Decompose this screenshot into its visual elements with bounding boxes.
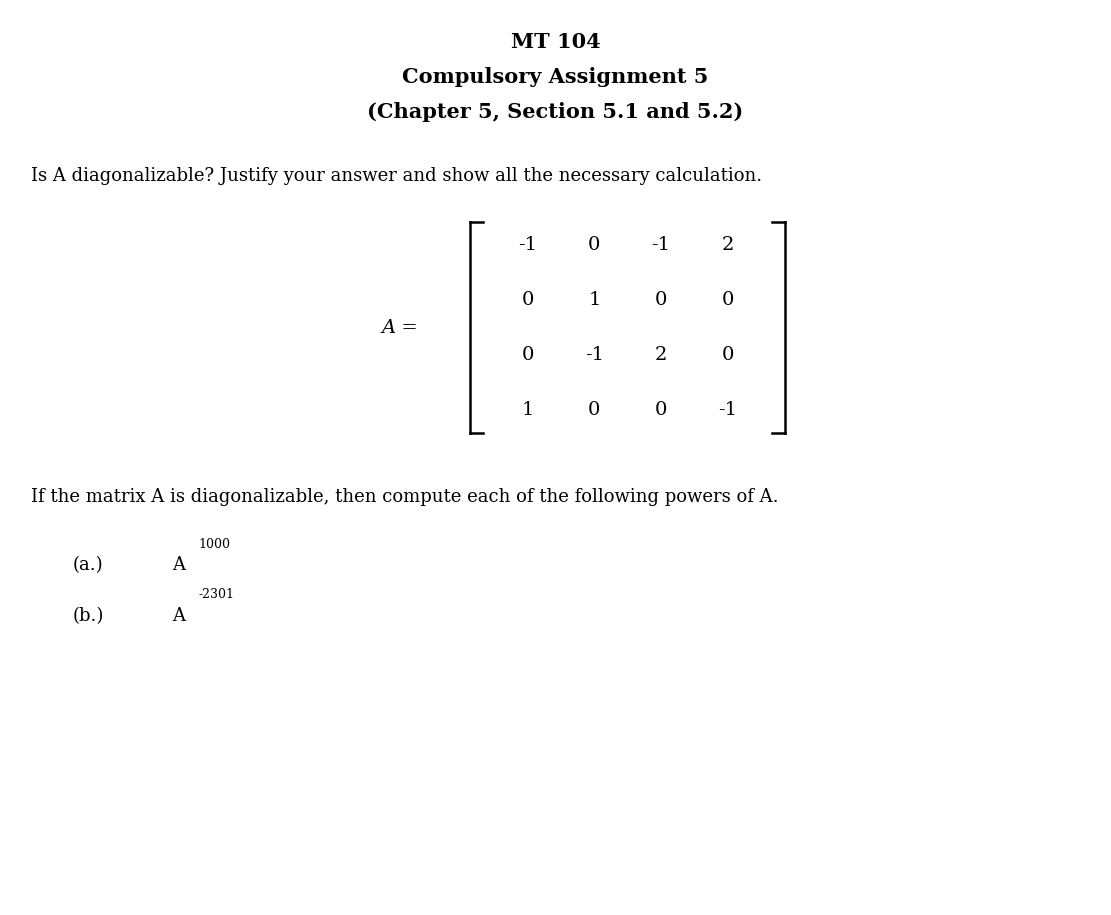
Text: MT 104: MT 104 bbox=[511, 32, 600, 52]
Text: 0: 0 bbox=[521, 291, 534, 309]
Text: 0: 0 bbox=[588, 401, 601, 419]
Text: 1000: 1000 bbox=[199, 538, 231, 551]
Text: -1: -1 bbox=[584, 346, 604, 364]
Text: -2301: -2301 bbox=[199, 588, 234, 601]
Text: (Chapter 5, Section 5.1 and 5.2): (Chapter 5, Section 5.1 and 5.2) bbox=[368, 102, 743, 122]
Text: -1: -1 bbox=[718, 401, 738, 419]
Text: (a.): (a.) bbox=[72, 556, 103, 575]
Text: Compulsory Assignment 5: Compulsory Assignment 5 bbox=[402, 67, 709, 87]
Text: Is A diagonalizable? Justify your answer and show all the necessary calculation.: Is A diagonalizable? Justify your answer… bbox=[31, 167, 762, 186]
Text: A =: A = bbox=[381, 318, 419, 337]
Text: 0: 0 bbox=[721, 346, 734, 364]
Text: 2: 2 bbox=[654, 346, 668, 364]
Text: A: A bbox=[172, 607, 186, 625]
Text: 0: 0 bbox=[588, 236, 601, 254]
Text: 1: 1 bbox=[521, 401, 534, 419]
Text: -1: -1 bbox=[518, 236, 538, 254]
Text: 0: 0 bbox=[654, 401, 668, 419]
Text: 0: 0 bbox=[654, 291, 668, 309]
Text: If the matrix A is diagonalizable, then compute each of the following powers of : If the matrix A is diagonalizable, then … bbox=[31, 488, 779, 506]
Text: A: A bbox=[172, 556, 186, 575]
Text: 0: 0 bbox=[521, 346, 534, 364]
Text: -1: -1 bbox=[651, 236, 671, 254]
Text: 2: 2 bbox=[721, 236, 734, 254]
Text: 1: 1 bbox=[588, 291, 601, 309]
Text: 0: 0 bbox=[721, 291, 734, 309]
Text: (b.): (b.) bbox=[72, 607, 103, 625]
